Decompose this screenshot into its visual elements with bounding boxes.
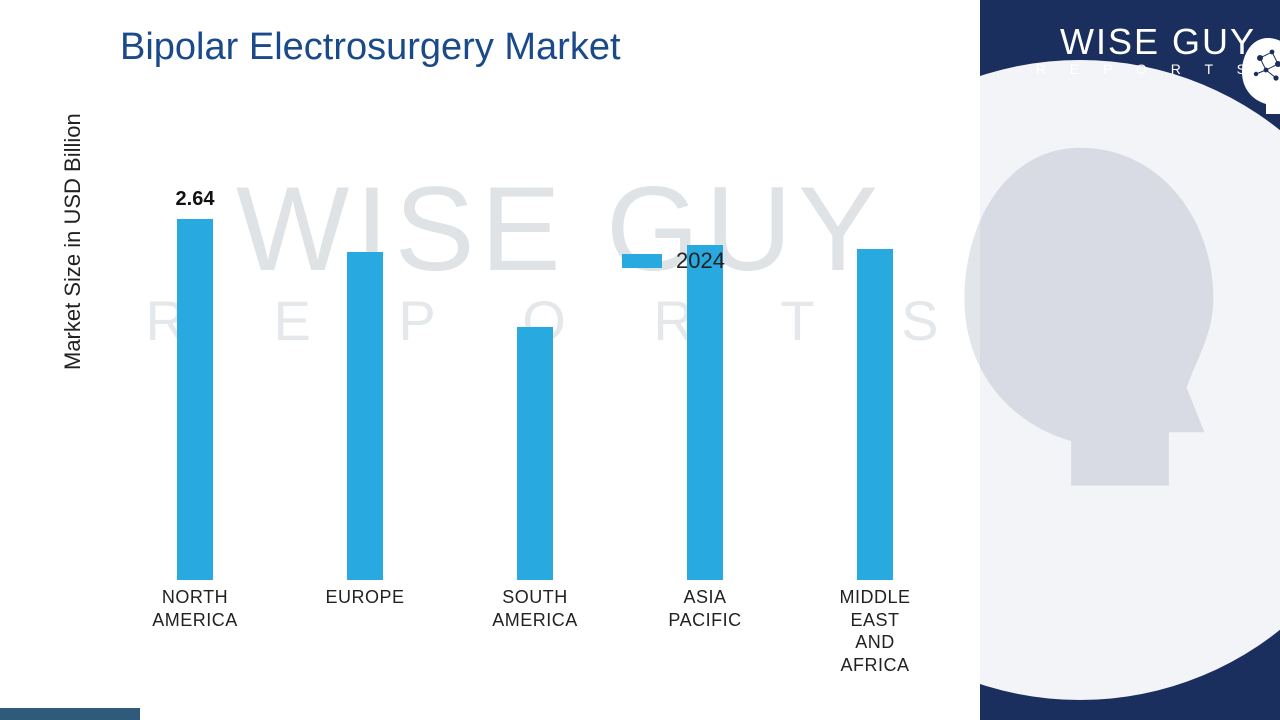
x-axis-label: ASIAPACIFIC <box>620 586 790 631</box>
circle-cutout <box>980 60 1280 700</box>
bar-slot: 2.64 <box>110 170 280 580</box>
x-axis-labels: NORTHAMERICAEUROPESOUTHAMERICAASIAPACIFI… <box>110 586 960 706</box>
x-axis-label: NORTHAMERICA <box>110 586 280 631</box>
brain-head-icon <box>1228 34 1280 124</box>
brand-logo: WISE GUY R E P O R T S <box>1036 24 1256 76</box>
bar-slot <box>790 170 960 580</box>
brand-logo-sub: R E P O R T S <box>1036 62 1256 76</box>
bar <box>177 219 213 580</box>
legend-swatch <box>622 254 662 268</box>
chart-canvas: WISE GUY R E P O R T S Bipolar Electrosu… <box>0 0 1280 720</box>
x-axis-label: EUROPE <box>280 586 450 609</box>
legend: 2024 <box>622 248 725 274</box>
brand-logo-main: WISE GUY <box>1060 21 1256 62</box>
x-axis-label: SOUTHAMERICA <box>450 586 620 631</box>
bar-slot <box>280 170 450 580</box>
bar <box>687 245 723 580</box>
bar <box>857 249 893 580</box>
bar <box>347 252 383 580</box>
bar-slot <box>620 170 790 580</box>
legend-label: 2024 <box>676 248 725 274</box>
chart-title: Bipolar Electrosurgery Market <box>120 26 621 69</box>
bar <box>517 327 553 580</box>
chart-plot-area: 2.64 <box>110 170 960 580</box>
bar-slot <box>450 170 620 580</box>
footer-accent-bar <box>0 708 140 720</box>
x-axis-label: MIDDLEEASTANDAFRICA <box>790 586 960 676</box>
y-axis-label: Market Size in USD Billion <box>60 113 86 370</box>
bar-value-label: 2.64 <box>176 188 215 211</box>
